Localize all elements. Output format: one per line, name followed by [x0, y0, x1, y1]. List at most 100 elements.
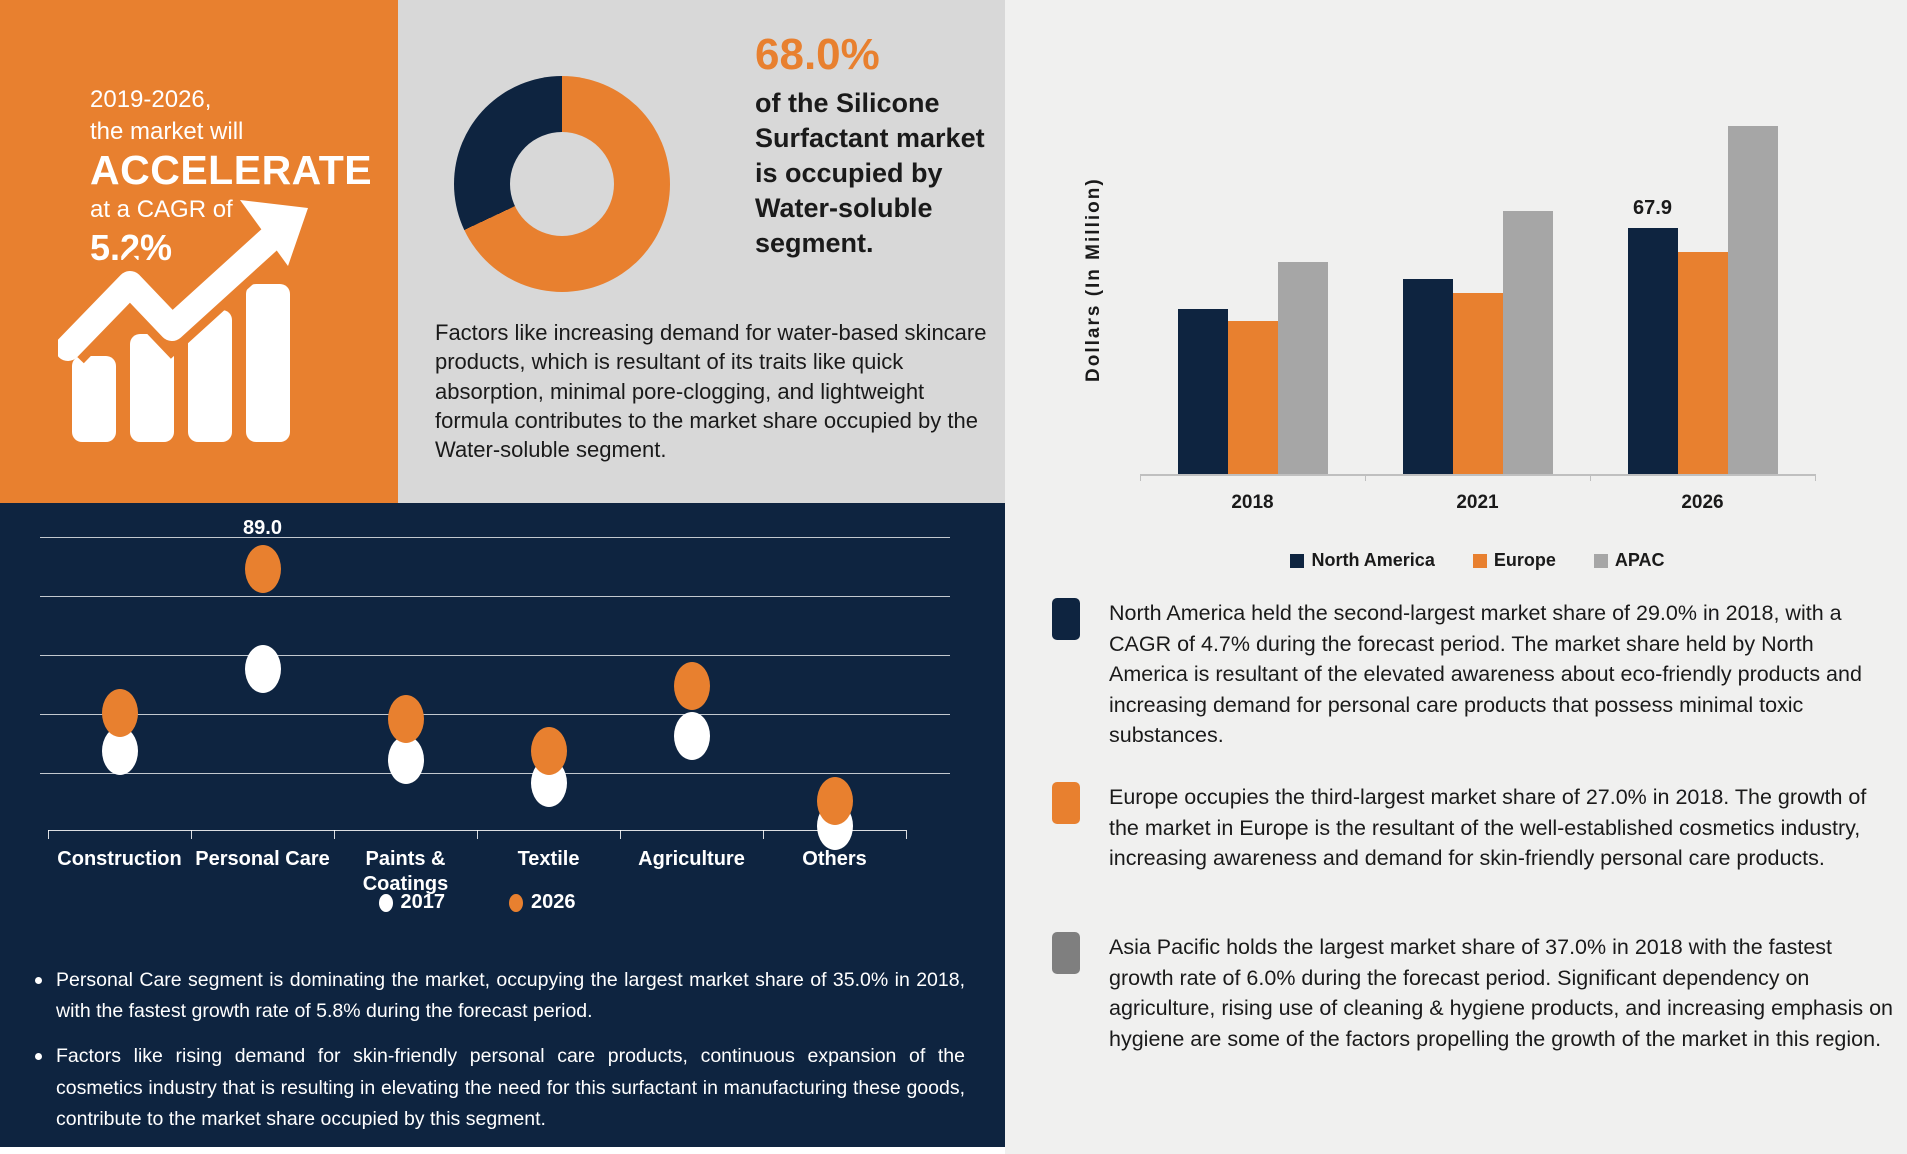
scatter-category-labels: Construction Personal Care Paints & Coatin… [48, 847, 906, 897]
region-note-1: North America held the second-largest ma… [1052, 598, 1897, 751]
scatter-dot-2017-paints-coatings [387, 735, 424, 784]
growth-arrow-chart-icon [58, 200, 308, 442]
scatter-category-paints-coatings: Paints & Coatings [362, 848, 449, 895]
region-note-text: Asia Pacific holds the largest market sh… [1109, 935, 1894, 1051]
scatter-gridline [40, 714, 950, 715]
bar-x-label-2021: 2021 [1456, 492, 1499, 513]
bar-axis-tick [1365, 474, 1366, 481]
bar-axis-tick [1815, 474, 1816, 481]
promo-line2: the market will [90, 117, 244, 145]
bar-europe-2021 [1452, 293, 1503, 474]
segment-bullet-list: Personal Care segment is dominating the … [35, 965, 965, 1135]
scatter-dot-2017-agriculture [673, 712, 710, 761]
promo-accelerate: ACCELERATE [90, 147, 373, 194]
bar-apac-2026 [1727, 125, 1778, 474]
region-note-marker-2 [1052, 782, 1080, 824]
regional-panel: Dollars (In Million) 67.9 2018 2021 2026 N… [1005, 0, 1907, 1154]
scatter-axis-tick [48, 830, 49, 839]
scatter-axis-tick [334, 830, 335, 839]
scatter-axis-tick [620, 830, 621, 839]
donut-hole [510, 132, 614, 236]
bar-legend-marker-north-america [1290, 553, 1305, 568]
bar-north-america-2021 [1402, 279, 1453, 474]
bar-group-2026: 67.9 [1590, 96, 1815, 474]
bar-apac-2018 [1277, 261, 1328, 474]
promo-line4: at a CAGR of [90, 196, 233, 224]
scatter-category-personal-care: Personal Care [195, 848, 330, 870]
region-note-text: Europe occupies the third-largest market… [1109, 785, 1867, 871]
scatter-dot-2026-personal-care [244, 545, 281, 594]
scatter-gridline [40, 773, 950, 774]
scatter-category-textile: Textile [517, 848, 580, 870]
end-use-dot-chart: 89.0 Construction Personal Care Paints & Co… [0, 503, 1005, 1147]
bar-north-america-2026 [1627, 228, 1678, 474]
segment-bullet-2: Factors like rising demand for skin-frie… [35, 1041, 965, 1135]
scatter-dot-2026-others [816, 776, 853, 825]
region-note-marker-3 [1052, 932, 1080, 974]
bar-x-label-2018: 2018 [1231, 492, 1274, 513]
bar-chart-x-axis: 2018 2021 2026 [1140, 492, 1815, 514]
segment-bullet-1: Personal Care segment is dominating the … [35, 965, 965, 1027]
scatter-data-label: 89.0 [243, 517, 282, 540]
bar-x-label-2026: 2026 [1681, 492, 1724, 513]
bar-legend-europe: Europe [1472, 550, 1556, 571]
scatter-legend-label: 2017 [400, 891, 446, 913]
scatter-legend-marker-2017 [378, 893, 393, 912]
bar-legend-label: Europe [1493, 550, 1556, 570]
scatter-dot-2026-textile [530, 726, 567, 775]
scatter-category-construction: Construction [57, 848, 182, 870]
bar-europe-2018 [1227, 320, 1278, 474]
water-soluble-headline: of the Silicone Surfactant market is occ… [755, 88, 985, 259]
scatter-legend-label: 2026 [531, 891, 576, 913]
bar-legend-label: APAC [1614, 550, 1665, 570]
scatter-gridline [40, 655, 950, 656]
region-note-text: North America held the second-largest ma… [1109, 601, 1862, 748]
bar-chart-y-axis-label: Dollars (In Million) [1083, 177, 1104, 383]
bar-group-2021 [1365, 96, 1590, 474]
bar-group-2018 [1140, 96, 1365, 474]
bar-data-label: 67.9 [1633, 197, 1672, 220]
bar-axis-tick [1590, 474, 1591, 481]
segment-bullet-text: Personal Care segment is dominating the … [56, 969, 965, 1023]
bar-apac-2021 [1502, 210, 1553, 474]
bar-chart-legend: North America Europe APAC [1140, 550, 1815, 571]
region-note-marker-1 [1052, 598, 1080, 640]
bar-europe-2026 [1677, 251, 1728, 474]
scatter-dot-2026-construction [101, 688, 138, 737]
scatter-axis-tick [763, 830, 764, 839]
scatter-axis-tick [477, 830, 478, 839]
bar-legend-apac: APAC [1593, 550, 1665, 571]
scatter-axis-tick [906, 830, 907, 839]
bar-legend-north-america: North America [1290, 550, 1435, 571]
region-note-3: Asia Pacific holds the largest market sh… [1052, 932, 1897, 1054]
scatter-dot-2017-personal-care [244, 644, 281, 693]
scatter-gridline [40, 596, 950, 597]
end-use-panel: 89.0 Construction Personal Care Paints & Co… [0, 503, 1005, 1147]
scatter-axis-tick [191, 830, 192, 839]
scatter-legend-2026: 2026 [509, 891, 576, 914]
water-soluble-donut-chart [454, 76, 670, 292]
scatter-legend-marker-2026 [509, 893, 523, 912]
water-soluble-body: Factors like increasing demand for water… [435, 320, 987, 462]
scatter-category-agriculture: Agriculture [638, 848, 745, 870]
water-soluble-panel: 68.0% of the Silicone Surfactant market … [398, 0, 1005, 503]
bar-legend-marker-europe [1472, 553, 1487, 568]
segment-bullet-text: Factors like rising demand for skin-frie… [56, 1045, 965, 1130]
region-note-2: Europe occupies the third-largest market… [1052, 782, 1897, 874]
bullet-dot [35, 1053, 42, 1061]
scatter-gridline [40, 537, 950, 538]
bar-north-america-2018 [1177, 308, 1228, 474]
water-soluble-share-stat: 68.0% [755, 30, 880, 79]
bar-legend-label: North America [1311, 550, 1435, 570]
scatter-dot-2026-agriculture [673, 662, 710, 711]
bar-axis-tick [1140, 474, 1141, 481]
scatter-category-others: Others [802, 848, 867, 870]
regional-bar-chart: 67.9 [1140, 96, 1816, 481]
cagr-promo-panel: 2019-2026, the market will ACCELERATE at… [0, 0, 398, 503]
scatter-legend: 2017 2026 [48, 891, 906, 914]
scatter-legend-2017: 2017 [378, 891, 446, 914]
bullet-dot [35, 977, 42, 984]
scatter-dot-2026-paints-coatings [387, 694, 424, 743]
promo-period: 2019-2026, [90, 86, 212, 113]
